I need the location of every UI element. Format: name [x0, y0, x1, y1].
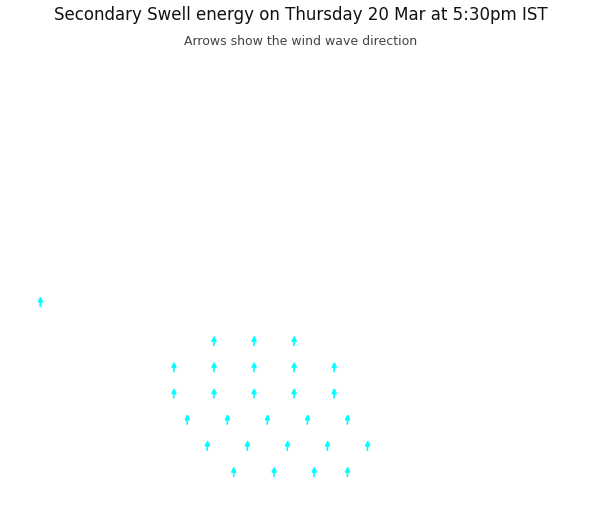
Text: Arrows show the wind wave direction: Arrows show the wind wave direction — [184, 35, 417, 49]
Text: Secondary Swell energy on Thursday 20 Mar at 5:30pm IST: Secondary Swell energy on Thursday 20 Ma… — [53, 6, 548, 24]
